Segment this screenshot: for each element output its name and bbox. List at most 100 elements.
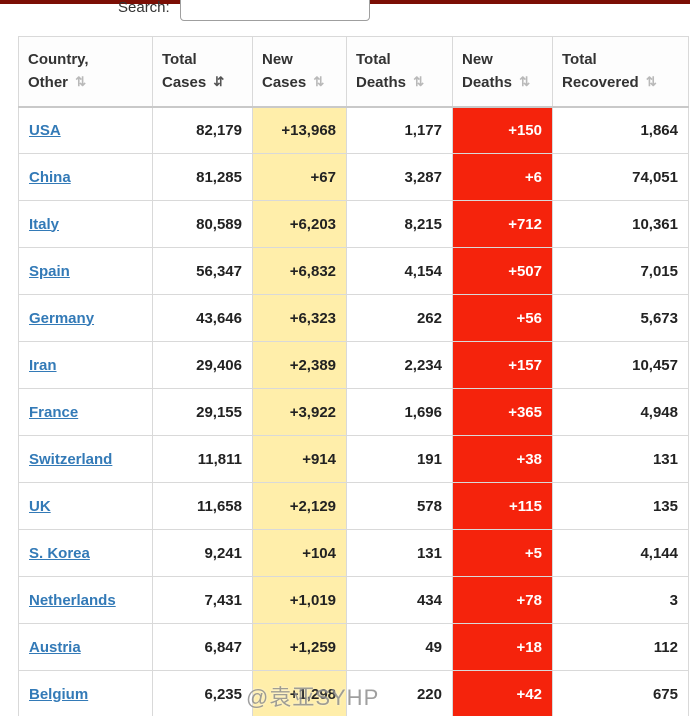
total-cases-cell: 11,658 bbox=[152, 482, 253, 530]
total-deaths-cell: 262 bbox=[346, 294, 453, 342]
total-deaths-cell: 1,696 bbox=[346, 388, 453, 436]
total-cases-cell: 56,347 bbox=[152, 247, 253, 295]
new-cases-cell: +6,203 bbox=[252, 200, 347, 248]
new-deaths-cell: +6 bbox=[452, 153, 553, 201]
new-cases-cell: +6,323 bbox=[252, 294, 347, 342]
table-row: Spain 56,347 +6,832 4,154 +507 7,015 bbox=[18, 247, 689, 295]
country-link[interactable]: Netherlands bbox=[29, 591, 116, 609]
new-deaths-cell: +18 bbox=[452, 623, 553, 671]
new-cases-cell: +2,129 bbox=[252, 482, 347, 530]
sort-both-icon bbox=[313, 72, 324, 92]
total-cases-cell: 9,241 bbox=[152, 529, 253, 577]
column-header-new-cases[interactable]: New Cases bbox=[252, 36, 347, 108]
total-recovered-cell: 74,051 bbox=[552, 153, 689, 201]
search-input[interactable] bbox=[179, 0, 370, 21]
total-recovered-cell: 1,864 bbox=[552, 106, 689, 154]
country-cell: Iran bbox=[18, 341, 153, 389]
sort-desc-active-icon bbox=[213, 72, 224, 92]
new-deaths-cell: +507 bbox=[452, 247, 553, 295]
total-deaths-cell: 49 bbox=[346, 623, 453, 671]
country-cell: UK bbox=[18, 482, 153, 530]
country-cell: Austria bbox=[18, 623, 153, 671]
column-label: New Cases bbox=[262, 51, 324, 91]
country-cell: Spain bbox=[18, 247, 153, 295]
country-link[interactable]: Germany bbox=[29, 309, 95, 327]
search-row: Search: bbox=[118, 0, 370, 26]
new-deaths-cell: +365 bbox=[452, 388, 553, 436]
column-label: New Deaths bbox=[462, 51, 530, 91]
table-row: France 29,155 +3,922 1,696 +365 4,948 bbox=[18, 388, 689, 436]
total-recovered-cell: 112 bbox=[552, 623, 689, 671]
country-link[interactable]: Switzerland bbox=[29, 450, 113, 468]
new-deaths-cell: +78 bbox=[452, 576, 553, 624]
new-cases-cell: +1,259 bbox=[252, 623, 347, 671]
total-deaths-cell: 4,154 bbox=[346, 247, 453, 295]
column-label: Total Recovered bbox=[562, 51, 657, 91]
new-deaths-cell: +115 bbox=[452, 482, 553, 530]
column-label: Total Cases bbox=[162, 51, 224, 91]
column-header-total-recovered[interactable]: Total Recovered bbox=[552, 36, 689, 108]
new-deaths-cell: +5 bbox=[452, 529, 553, 577]
column-header-country[interactable]: Country, Other bbox=[18, 36, 153, 108]
country-link[interactable]: S. Korea bbox=[29, 544, 90, 562]
country-link[interactable]: France bbox=[29, 403, 79, 421]
sort-both-icon bbox=[519, 72, 530, 92]
country-link[interactable]: Austria bbox=[29, 638, 81, 656]
new-cases-cell: +2,389 bbox=[252, 341, 347, 389]
country-cell: Italy bbox=[18, 200, 153, 248]
table-row: Switzerland 11,811 +914 191 +38 131 bbox=[18, 435, 689, 483]
country-link[interactable]: China bbox=[29, 168, 71, 186]
table-row: Germany 43,646 +6,323 262 +56 5,673 bbox=[18, 294, 689, 342]
table-row: USA 82,179 +13,968 1,177 +150 1,864 bbox=[18, 106, 689, 154]
total-cases-cell: 81,285 bbox=[152, 153, 253, 201]
total-recovered-cell: 3 bbox=[552, 576, 689, 624]
total-cases-cell: 43,646 bbox=[152, 294, 253, 342]
total-cases-cell: 6,847 bbox=[152, 623, 253, 671]
new-cases-cell: +67 bbox=[252, 153, 347, 201]
new-deaths-cell: +56 bbox=[452, 294, 553, 342]
total-cases-cell: 29,406 bbox=[152, 341, 253, 389]
total-cases-cell: 29,155 bbox=[152, 388, 253, 436]
total-recovered-cell: 10,457 bbox=[552, 341, 689, 389]
new-cases-cell: +3,922 bbox=[252, 388, 347, 436]
new-cases-cell: +914 bbox=[252, 435, 347, 483]
column-label: Country, Other bbox=[28, 51, 89, 91]
country-link[interactable]: Iran bbox=[29, 356, 57, 374]
table-row: Italy 80,589 +6,203 8,215 +712 10,361 bbox=[18, 200, 689, 248]
total-recovered-cell: 4,144 bbox=[552, 529, 689, 577]
table-row: Austria 6,847 +1,259 49 +18 112 bbox=[18, 623, 689, 671]
total-recovered-cell: 7,015 bbox=[552, 247, 689, 295]
country-cell: Belgium bbox=[18, 670, 153, 716]
total-deaths-cell: 220 bbox=[346, 670, 453, 716]
column-label: Total Deaths bbox=[356, 51, 424, 91]
new-deaths-cell: +712 bbox=[452, 200, 553, 248]
total-deaths-cell: 1,177 bbox=[346, 106, 453, 154]
sort-both-icon bbox=[413, 72, 424, 92]
country-cell: Germany bbox=[18, 294, 153, 342]
column-header-total-deaths[interactable]: Total Deaths bbox=[346, 36, 453, 108]
column-header-total-cases[interactable]: Total Cases bbox=[152, 36, 253, 108]
total-deaths-cell: 2,234 bbox=[346, 341, 453, 389]
column-header-new-deaths[interactable]: New Deaths bbox=[452, 36, 553, 108]
country-link[interactable]: Italy bbox=[29, 215, 60, 233]
sort-both-icon bbox=[75, 72, 86, 92]
total-deaths-cell: 191 bbox=[346, 435, 453, 483]
country-link[interactable]: Spain bbox=[29, 262, 70, 280]
country-link[interactable]: Belgium bbox=[29, 685, 89, 703]
new-deaths-cell: +38 bbox=[452, 435, 553, 483]
country-link[interactable]: UK bbox=[29, 497, 51, 515]
new-deaths-cell: +42 bbox=[452, 670, 553, 716]
new-cases-cell: +1,019 bbox=[252, 576, 347, 624]
total-recovered-cell: 10,361 bbox=[552, 200, 689, 248]
country-link[interactable]: USA bbox=[29, 121, 61, 139]
total-deaths-cell: 131 bbox=[346, 529, 453, 577]
total-recovered-cell: 675 bbox=[552, 670, 689, 716]
country-cell: Netherlands bbox=[18, 576, 153, 624]
total-deaths-cell: 3,287 bbox=[346, 153, 453, 201]
total-deaths-cell: 434 bbox=[346, 576, 453, 624]
country-cell: China bbox=[18, 153, 153, 201]
total-recovered-cell: 135 bbox=[552, 482, 689, 530]
new-cases-cell: +6,832 bbox=[252, 247, 347, 295]
